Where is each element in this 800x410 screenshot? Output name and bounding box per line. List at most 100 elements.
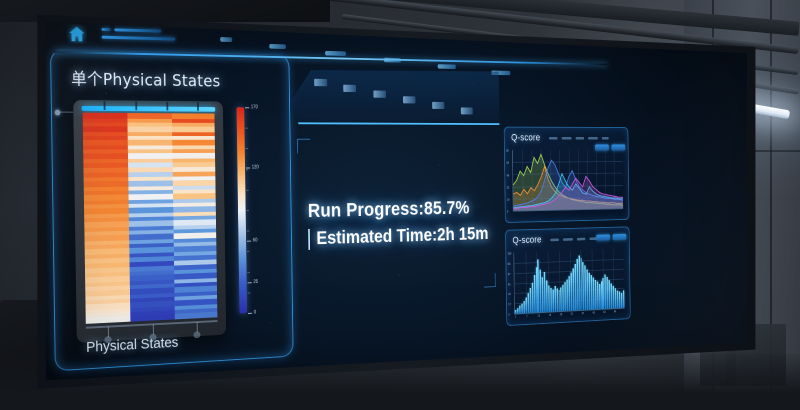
hud-tag — [314, 78, 328, 87]
hud-tag — [373, 90, 387, 98]
panel-menu-item[interactable] — [588, 137, 598, 140]
bar[interactable] — [622, 290, 625, 308]
x-axis-tick-label: 1 — [514, 315, 517, 319]
title-placeholder-line — [101, 27, 111, 32]
colorbar-minor-tick — [245, 169, 249, 170]
title-placeholder-line — [101, 35, 176, 41]
hud-tag — [460, 107, 473, 115]
colorbar-minor-tick — [247, 312, 251, 314]
colorbar-minor-tick — [246, 189, 249, 191]
y-axis-tick-label: 17 — [508, 302, 511, 307]
axis-tick — [135, 101, 137, 111]
colorbar-label: 25 — [253, 279, 259, 286]
x-axis-tick-label: 43 — [592, 310, 595, 315]
colorbar-minor-tick — [245, 127, 248, 129]
y-axis-tick-label: 0 — [508, 312, 510, 317]
x-axis-tick-label: 7 — [526, 314, 528, 319]
panel-menu-item[interactable] — [575, 137, 585, 140]
colorbar-minor-tick — [245, 107, 248, 109]
y-axis-tick-label: 80 — [506, 149, 509, 153]
line-series-group — [513, 149, 623, 210]
colorbar-minor-tick — [247, 271, 250, 273]
y-axis-tick-label: 67 — [507, 272, 511, 277]
heatmap-cell — [130, 313, 175, 322]
qscore-bar-title: Q-score — [512, 234, 542, 246]
colorbar-label: 60 — [252, 237, 258, 244]
hud-sweep-bar — [291, 67, 499, 125]
home-icon[interactable] — [66, 24, 87, 44]
panel-action-button[interactable] — [612, 233, 627, 241]
hud-corner-bracket — [297, 138, 311, 154]
x-axis-tick-label: 31 — [570, 312, 574, 316]
colorbar-label: 170 — [250, 104, 258, 111]
y-axis-tick-label: 100 — [507, 252, 512, 256]
y-axis-tick-label: 50 — [507, 282, 511, 287]
colorbar-label: 120 — [251, 164, 259, 171]
qscore-line-title: Q-score — [511, 132, 541, 144]
panel-menu-item[interactable] — [549, 137, 558, 140]
display-screen: 单个Physical States — [45, 21, 747, 381]
axis-tick — [166, 101, 168, 111]
panel-menu-item[interactable] — [561, 137, 572, 140]
colorbar-label: 0 — [253, 309, 257, 316]
heatmap-device — [73, 100, 227, 344]
panel-action-button[interactable] — [596, 234, 611, 241]
colorbar-minor-tick — [245, 148, 249, 150]
progress-readout: Run Progress:85.7% Estimated Time:2h 15m — [308, 197, 494, 250]
status-panel: Run Progress:85.7% Estimated Time:2h 15m — [296, 51, 498, 352]
x-axis-tick-label: 37 — [581, 311, 585, 316]
x-axis-tick-label: 54 — [613, 309, 617, 314]
wall-display: 单个Physical States — [22, 6, 790, 392]
hud-tag — [432, 101, 445, 109]
y-axis-tick-label: 32 — [506, 185, 510, 190]
top-navigation-bar — [53, 21, 608, 76]
physical-states-panel: 单个Physical States — [50, 48, 294, 372]
x-axis-tick-label: 49 — [603, 310, 606, 314]
panel-title: 单个Physical States — [71, 65, 290, 92]
heatmap-column — [127, 113, 175, 322]
y-axis-tick-label: 16 — [506, 198, 510, 202]
qscore-line-plot[interactable]: 80 64 48 32 16 0 — [506, 149, 623, 214]
axis-tick — [103, 101, 106, 110]
hud-corner-bracket — [483, 273, 496, 288]
heatmap-column — [82, 112, 131, 324]
panel-menu-item[interactable] — [563, 238, 573, 241]
qscore-bar-plot[interactable]: 100 83 67 50 33 17 0 1 7 13 19 25 31 37 43 49 54 — [508, 248, 625, 319]
qscore-bar-panel: Q-score 100 83 67 50 33 17 0 1 7 13 19 25 31 37 43 49 54 — [505, 226, 631, 327]
heatmap-cell — [174, 311, 218, 320]
axis-marker-icon — [193, 331, 201, 339]
axis-tick — [197, 102, 199, 111]
nav-item-2[interactable] — [269, 43, 286, 49]
ui-content-plane: 单个Physical States — [45, 21, 638, 381]
colorbar-tick — [247, 282, 252, 284]
heatmap-grid[interactable] — [82, 112, 218, 324]
y-axis-tick-label: 83 — [507, 262, 511, 266]
heatmap-cell — [85, 315, 131, 324]
hud-tag — [343, 84, 357, 93]
panel-menu-item[interactable] — [550, 238, 559, 242]
title-placeholder-line — [114, 28, 161, 33]
x-axis-tick-label: 13 — [537, 313, 540, 318]
colorbar-minor-tick — [246, 210, 250, 212]
colorbar-minor-tick — [247, 251, 250, 253]
y-axis-tick-label: 0 — [507, 210, 509, 214]
panel-menu-item[interactable] — [576, 237, 586, 241]
colorbar-minor-tick — [247, 292, 251, 294]
nav-item-1[interactable] — [220, 37, 233, 43]
colorbar-tick — [246, 240, 252, 242]
panel-menu-item[interactable] — [601, 137, 609, 140]
panel-title-text: 单个Physical States — [70, 69, 221, 92]
ceiling-shadow — [0, 0, 330, 22]
heatmap-top-axis — [81, 105, 216, 112]
hud-tag — [403, 96, 416, 104]
y-axis-tick-label: 64 — [506, 161, 510, 165]
y-axis-tick-label: 33 — [508, 292, 511, 297]
x-axis-tick-label: 19 — [548, 313, 552, 317]
wall-seam — [770, 0, 772, 410]
x-axis-tick-label: 25 — [559, 312, 563, 317]
estimated-time-text: Estimated Time:2h 15m — [308, 224, 494, 250]
colorbar-minor-tick — [246, 230, 250, 232]
heatmap-column — [171, 113, 218, 320]
run-progress-text: Run Progress:85.7% — [307, 197, 470, 222]
